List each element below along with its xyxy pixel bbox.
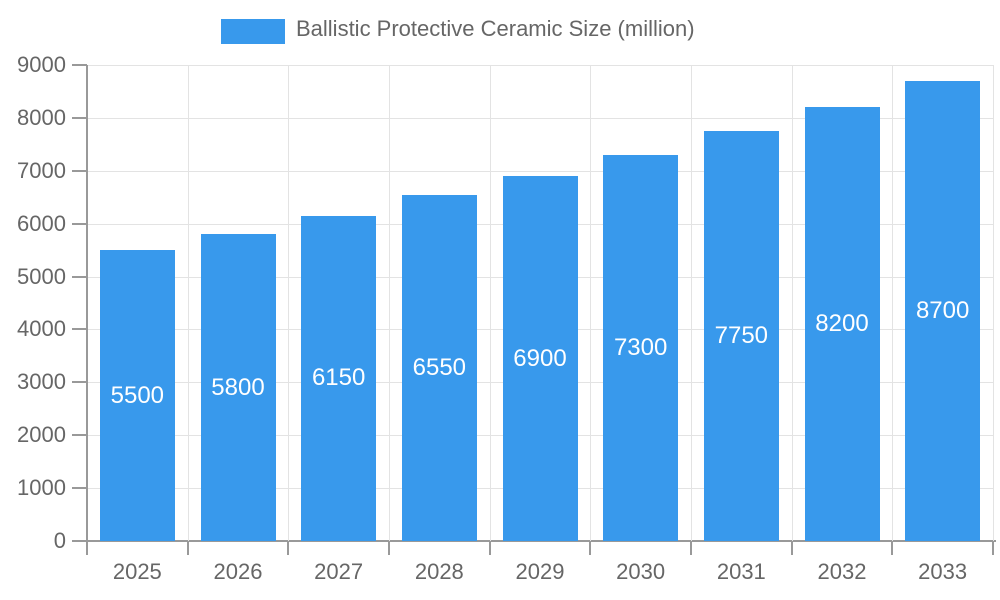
bar-value-label-2025: 5500 [110,381,165,409]
x-axis-tick-4 [488,541,491,555]
gridline-x-6 [691,65,692,541]
gridline-x-8 [892,65,894,541]
x-tick-label-2026: 2026 [213,559,263,584]
bar-2031[interactable]: 7750 [703,131,779,541]
gridline-y-8000 [87,117,993,119]
x-tick-label-2032: 2032 [817,559,867,584]
bar-value-label-2027: 6150 [311,364,366,392]
y-tick-label-6000: 6000 [17,210,66,236]
y-axis-tick-4000 [72,328,87,331]
x-tick-label-2025: 2025 [112,559,162,584]
gridline-y-7000 [87,170,993,172]
gridline-x-9 [993,65,994,541]
gridline-x-2 [288,65,290,541]
bar-2025[interactable]: 5500 [99,250,175,541]
bar-value-label-2030: 7300 [613,333,668,361]
y-tick-label-7000: 7000 [17,157,66,183]
gridline-y-9000 [87,65,993,66]
gridline-x-1 [187,65,189,541]
y-tick-label-9000: 9000 [17,52,66,77]
bar-2026[interactable]: 5800 [200,234,276,541]
bar-value-label-2026: 5800 [211,373,265,401]
y-tick-label-0: 0 [53,528,66,553]
x-tick-label-2029: 2029 [515,559,565,584]
x-axis-line [72,540,996,542]
y-tick-label-2000: 2000 [17,422,66,448]
x-axis-tick-7 [790,541,793,555]
x-axis-tick-8 [891,541,894,555]
gridline-x-5 [590,65,592,541]
y-axis-tick-8000 [72,116,87,119]
bar-2029[interactable]: 6900 [502,176,578,541]
x-tick-label-2030: 2030 [616,559,666,584]
bar-2032[interactable]: 8200 [804,107,880,541]
y-axis-tick-5000 [72,275,87,278]
y-axis-tick-3000 [72,381,87,384]
bar-2028[interactable]: 6550 [401,194,477,541]
bar-2027[interactable]: 6150 [301,215,377,541]
gridline-x-4 [489,65,491,541]
x-tick-label-2027: 2027 [314,559,364,584]
x-axis-tick-5 [589,541,592,555]
x-axis-tick-3 [388,541,390,555]
x-axis-tick-6 [690,541,692,555]
y-tick-label-8000: 8000 [17,104,66,130]
legend-label: Ballistic Protective Ceramic Size (milli… [296,16,695,41]
y-axis-tick-1000 [72,487,87,490]
bar-2033[interactable]: 8700 [905,80,981,541]
y-axis-tick-9000 [72,64,87,66]
y-tick-label-5000: 5000 [17,263,66,289]
y-axis-tick-6000 [72,222,87,225]
legend-swatch-icon [221,19,285,44]
x-tick-label-2033: 2033 [918,559,968,584]
y-axis-tick-2000 [72,434,87,437]
bar-value-label-2033: 8700 [915,296,970,324]
x-axis-tick-2 [287,541,290,555]
x-tick-label-2031: 2031 [716,559,766,584]
bar-value-label-2031: 7750 [714,322,769,350]
y-tick-label-4000: 4000 [17,316,66,342]
bar-value-label-2028: 6550 [412,353,467,381]
x-axis-tick-1 [186,541,189,555]
y-axis-tick-7000 [72,169,87,172]
x-tick-label-2028: 2028 [414,559,464,584]
bar-2030[interactable]: 7300 [603,154,679,541]
y-tick-label-1000: 1000 [17,475,66,501]
y-axis-line [86,65,88,555]
y-tick-label-3000: 3000 [17,369,66,395]
gridline-x-3 [389,65,390,541]
x-axis-tick-9 [992,541,994,555]
bar-value-label-2032: 8200 [815,310,869,338]
gridline-x-7 [791,65,793,541]
bar-value-label-2029: 6900 [513,344,567,372]
